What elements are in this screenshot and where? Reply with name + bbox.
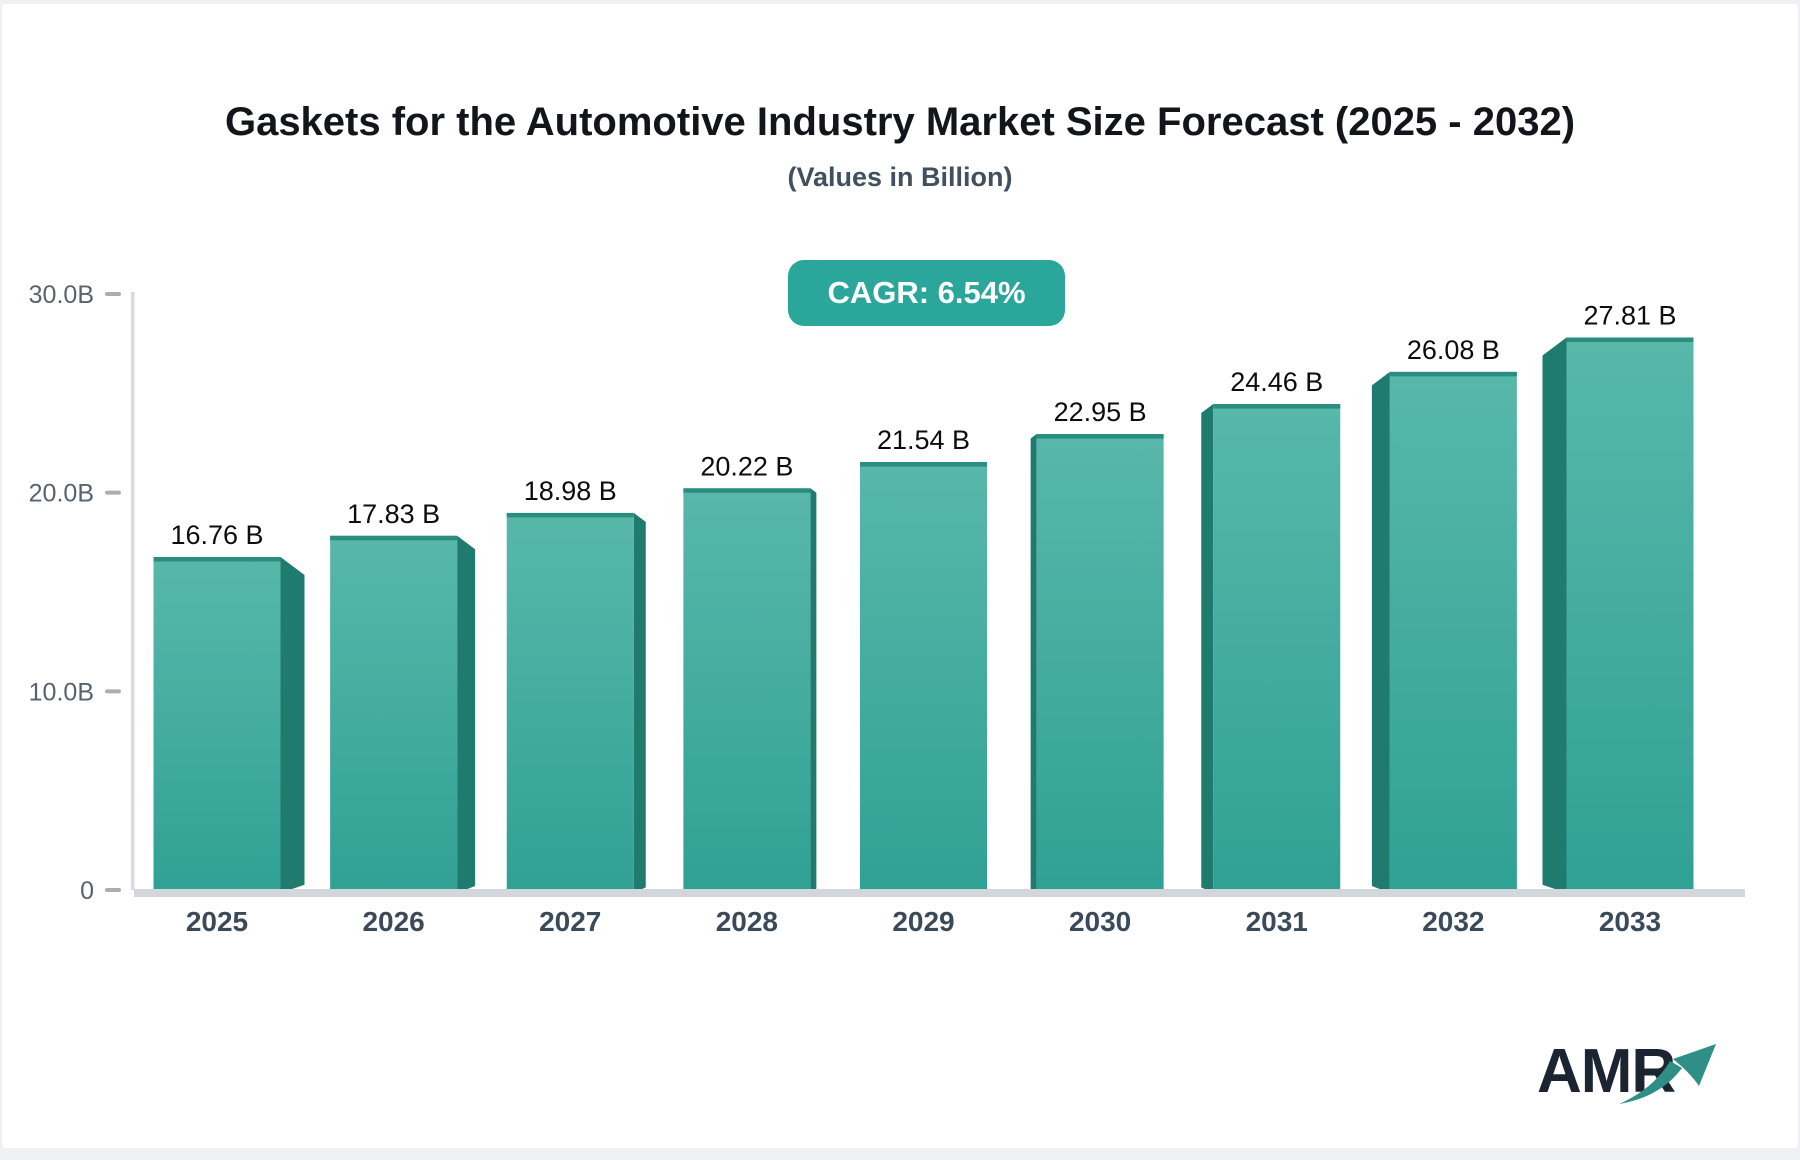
bar-top-edge	[153, 557, 281, 562]
bar-top-edge	[506, 512, 634, 518]
x-axis-label: 2025	[186, 906, 248, 937]
bar	[683, 488, 811, 893]
bar	[860, 462, 987, 893]
y-axis-tick	[105, 291, 121, 296]
bar	[1036, 434, 1164, 893]
bar	[1213, 404, 1341, 893]
bar-value-label: 24.46 B	[1230, 367, 1323, 397]
bar-value-label: 17.83 B	[347, 499, 440, 529]
y-axis-label: 10.0B	[29, 678, 94, 706]
bar-side-face	[280, 557, 305, 893]
y-axis-label: 30.0B	[29, 281, 94, 309]
bar	[1566, 337, 1694, 893]
bar-value-label: 21.54 B	[877, 425, 970, 455]
chart-subtitle: (Values in Billion)	[787, 162, 1013, 192]
amr-logo: AMR	[1537, 1036, 1777, 1116]
bar	[153, 557, 281, 893]
chart-title: Gaskets for the Automotive Industry Mark…	[224, 100, 1576, 144]
x-axis-label: 2029	[892, 906, 954, 937]
bar-side-face	[1201, 404, 1214, 893]
bar-value-label: 20.22 B	[700, 451, 793, 481]
bar-top-edge	[1213, 404, 1341, 409]
bar-top-edge	[1036, 434, 1164, 439]
bar-value-label: 16.76 B	[170, 520, 263, 550]
bar-value-label: 27.81 B	[1583, 300, 1676, 330]
y-axis-label: 20.0B	[29, 480, 94, 508]
amr-logo-text: AMR	[1537, 1037, 1676, 1106]
bar-value-label: 22.95 B	[1054, 397, 1147, 427]
trend-up-arrow-icon	[1619, 1044, 1716, 1104]
bar-value-label: 26.08 B	[1407, 335, 1500, 365]
bar	[330, 535, 458, 893]
bar-value-label: 18.98 B	[524, 476, 617, 506]
bar-side-face	[1371, 371, 1390, 893]
bar-chart: 30.0B 20.0B 10.0B 0 16.76 B 17.83 B 18.98 B 20.…	[29, 281, 1745, 937]
y-axis-tick	[105, 689, 121, 694]
x-axis-label: 2026	[362, 906, 424, 937]
chart-card: 30.0B 20.0B 10.0B 0 16.76 B 17.83 B 18.98 B 20.…	[2, 4, 1798, 1148]
bar-side-face	[633, 512, 646, 893]
bar-top-edge	[1566, 337, 1694, 342]
bar-side-face	[810, 488, 817, 893]
bar-side-face	[1542, 337, 1567, 893]
bar	[1389, 371, 1517, 893]
x-axis-label: 2032	[1422, 906, 1484, 937]
x-axis-label: 2027	[539, 906, 601, 937]
y-axis-tick	[105, 888, 121, 892]
bar-top-edge	[860, 462, 987, 467]
x-axis-label: 2031	[1246, 906, 1308, 937]
bar-top-edge	[1389, 371, 1517, 377]
x-axis-line	[134, 889, 1745, 897]
y-axis-line	[131, 292, 135, 890]
bar-top-edge	[330, 535, 458, 541]
x-axis-label: 2030	[1069, 906, 1131, 937]
x-axis-label: 2033	[1599, 906, 1661, 937]
y-axis-label: 0	[80, 877, 94, 905]
cagr-badge: CAGR: 6.54%	[788, 260, 1065, 326]
y-axis-tick	[105, 490, 121, 495]
bar-side-face	[1030, 434, 1037, 893]
bar-top-edge	[683, 488, 811, 493]
bar-side-face	[457, 535, 476, 893]
bar	[506, 512, 634, 893]
x-axis-label: 2028	[716, 906, 778, 937]
